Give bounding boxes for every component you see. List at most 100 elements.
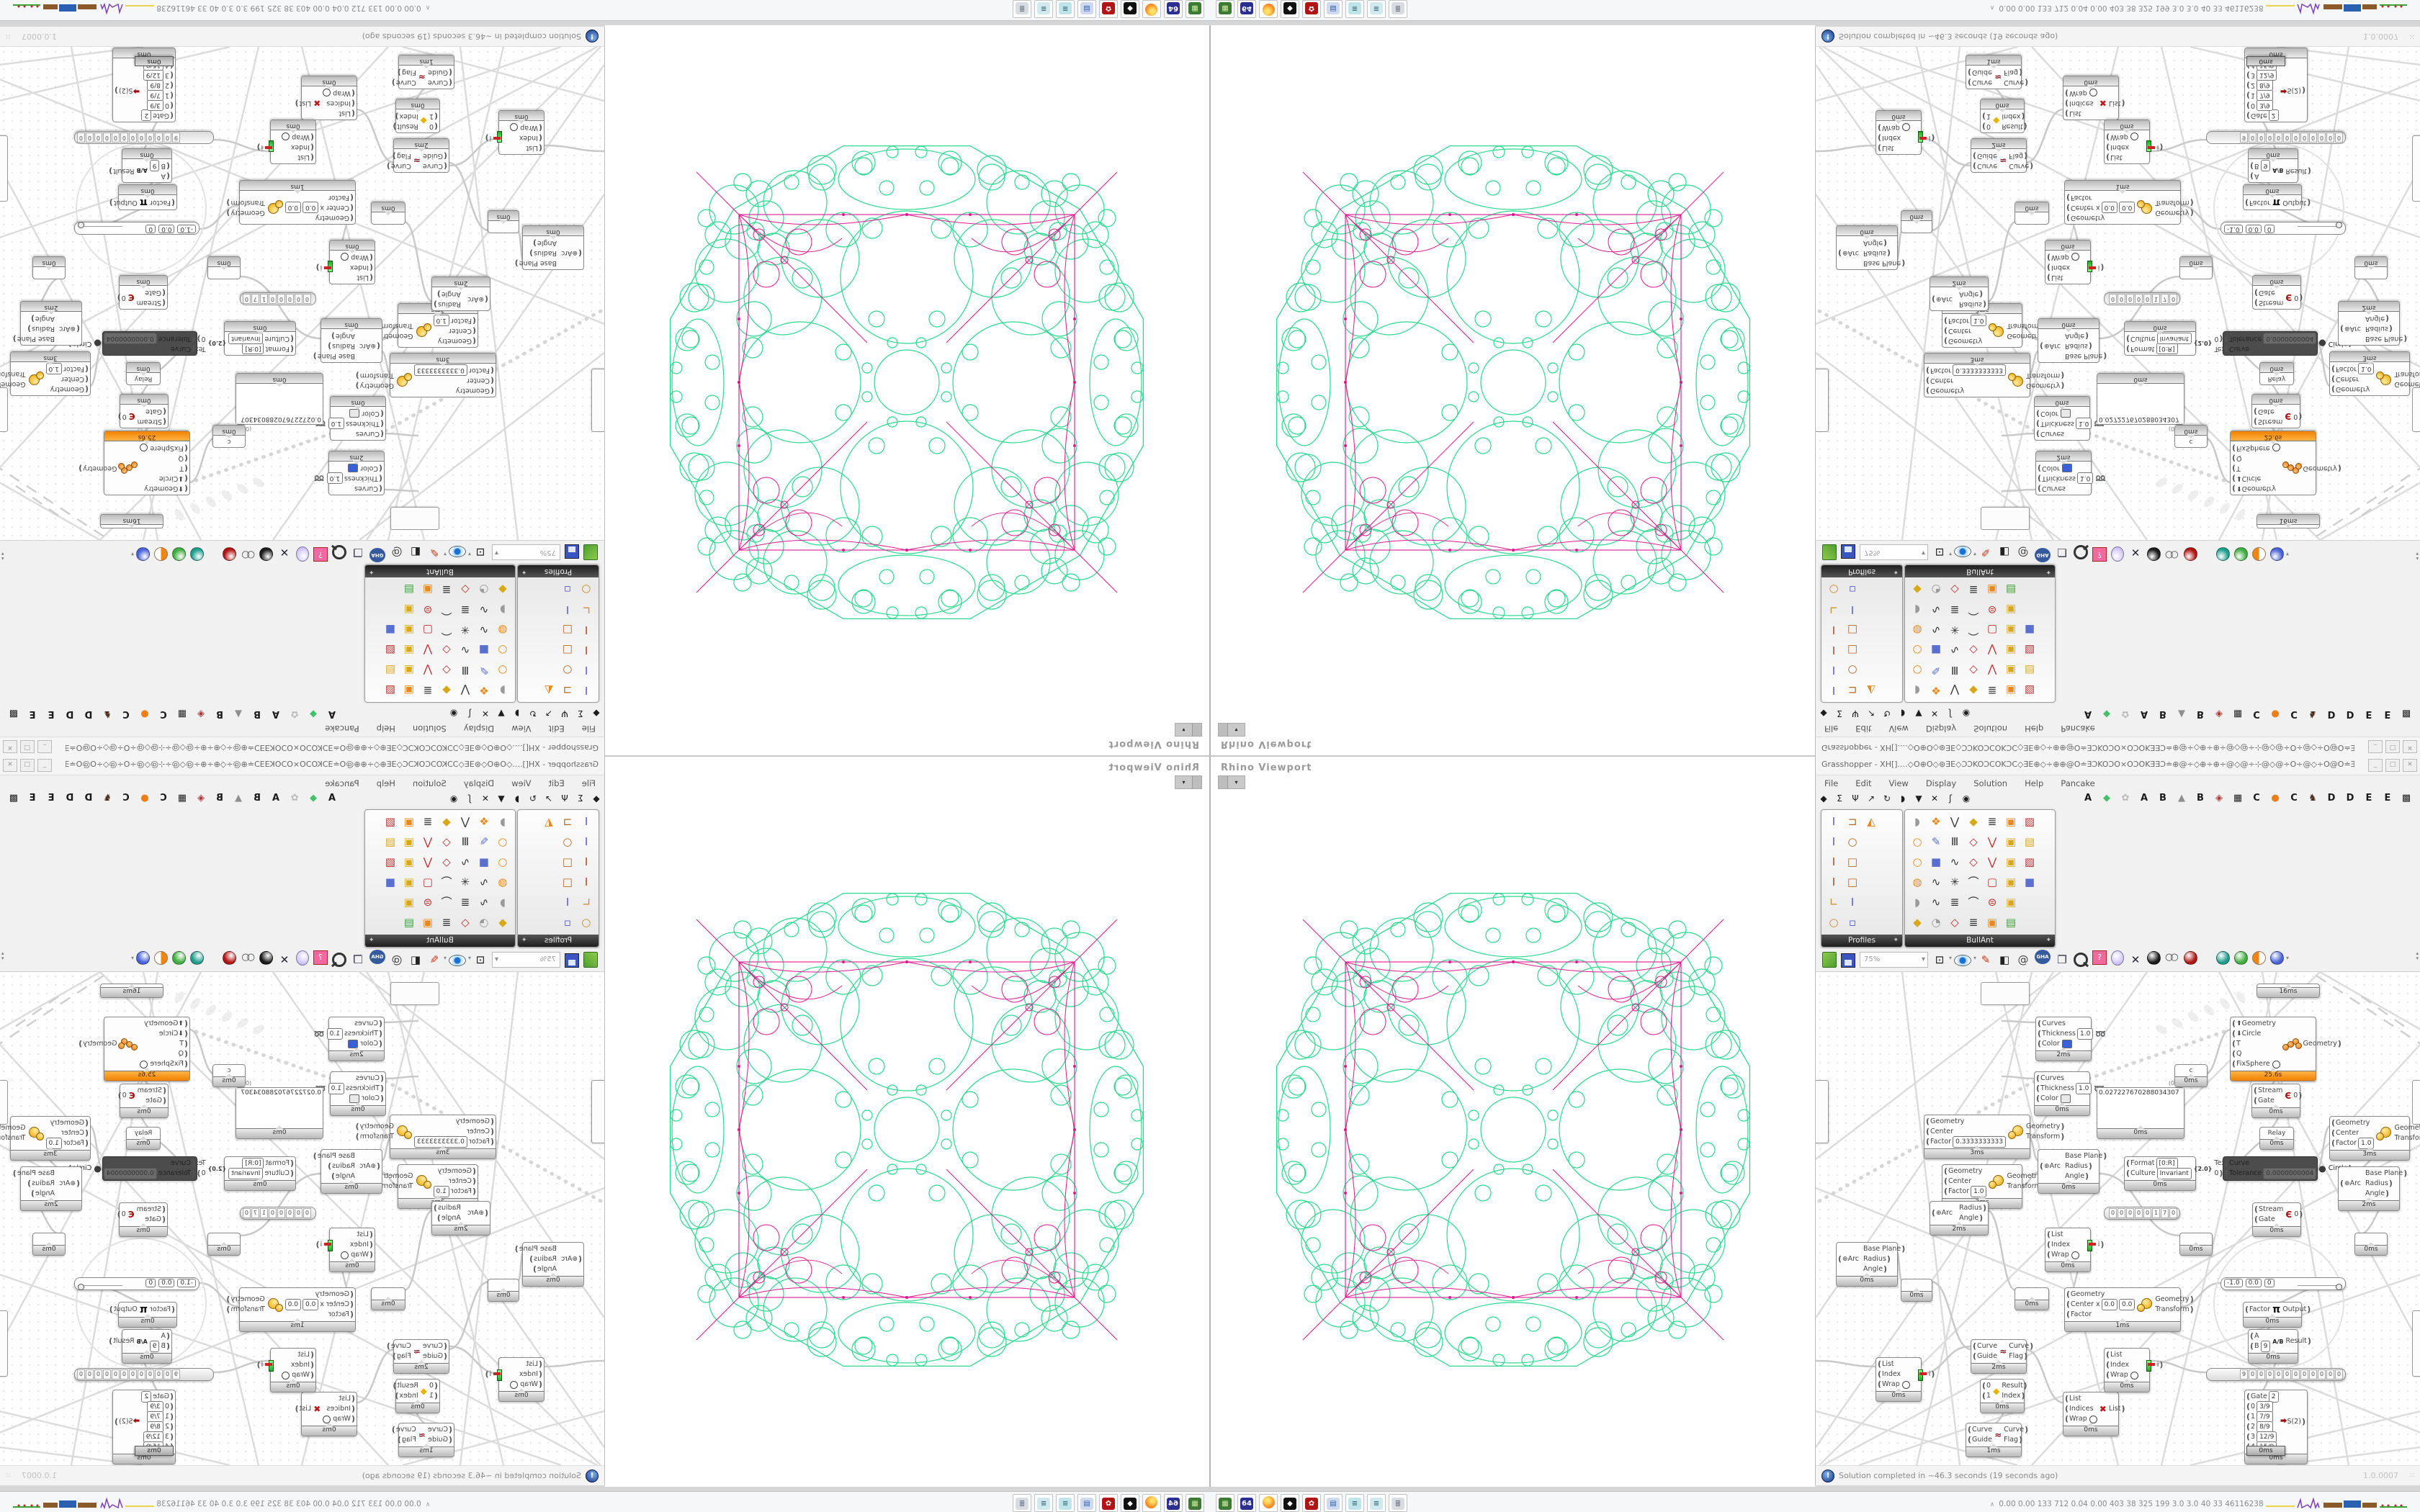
- blob-blue-icon[interactable]: [135, 951, 150, 965]
- menu-edit[interactable]: Edit: [548, 778, 565, 788]
- viewport-dropdown[interactable]: ▾: [1218, 775, 1245, 789]
- gh-node-domain-slider[interactable]: -1.0 0.0 0: [2220, 220, 2346, 235]
- screen-capture-icon[interactable]: ▦: [1186, 0, 1204, 18]
- red-app-icon[interactable]: ✿: [1302, 0, 1321, 18]
- gh-node-cut-node-right2[interactable]: [2412, 135, 2420, 202]
- gh-node-scale-3[interactable]: (Geometry(Center(Factor1.0Geometry)Trans…: [2329, 1116, 2420, 1161]
- toolbar-scroll-arrows[interactable]: ▴ ▾: [2416, 950, 2419, 961]
- tab-icon-12[interactable]: ♞: [2308, 708, 2317, 719]
- blob-red-icon[interactable]: [2184, 951, 2198, 965]
- gh-node-list-item-3[interactable]: (List(Index(Wrap i) 0ms: [2104, 1348, 2163, 1392]
- notepad2-icon[interactable]: ≡: [1367, 1494, 1386, 1512]
- menu-view[interactable]: View: [511, 778, 532, 788]
- color-swatch[interactable]: [2060, 409, 2071, 418]
- category-icon-2[interactable]: Ψ: [1852, 708, 1859, 719]
- tab-icon-2[interactable]: ✿: [2121, 708, 2130, 719]
- rings-icon[interactable]: ○○: [244, 952, 255, 963]
- tab-d-13[interactable]: D: [84, 708, 93, 719]
- gh-node-flip-curve-1[interactable]: (Curve(Guide ≈ Curve) Flag) 2ms: [1971, 138, 2033, 173]
- gh-titlebar[interactable]: Grasshopper - XH[]....◇O⊕O◇⊛ƎE◇ƆƆKOƆCOKƆ…: [0, 756, 604, 775]
- profiles-component-2-0[interactable]: Ⅰ: [584, 855, 588, 868]
- bullant-component-4-2[interactable]: ≣: [460, 603, 470, 616]
- menu-solution[interactable]: Solution: [412, 724, 447, 734]
- tab-icon-5[interactable]: ▲: [2178, 793, 2185, 804]
- bullant-component-2-0[interactable]: ○: [498, 644, 508, 657]
- help-box-icon[interactable]: ?: [2092, 547, 2107, 562]
- blob-red-icon[interactable]: [222, 951, 236, 965]
- category-icon-5[interactable]: ◗: [514, 708, 520, 719]
- gh-node-long-slider[interactable]: 900000000000: [74, 131, 214, 144]
- gh-node-list-item-1[interactable]: (List(Index(Wrap i) 0ms: [2045, 240, 2104, 284]
- palette-footer-profiles[interactable]: Profiles ✦: [1821, 565, 1902, 577]
- tab-e-16[interactable]: E: [29, 793, 36, 804]
- bullant-component-3-0[interactable]: ◍: [1912, 624, 1922, 636]
- category-icon-0[interactable]: ◆: [593, 793, 600, 804]
- menu-help[interactable]: Help: [376, 778, 395, 788]
- bullant-component-5-0[interactable]: ◆: [498, 583, 507, 596]
- tab-d-14[interactable]: D: [66, 708, 74, 719]
- menu-pancake[interactable]: Pancake: [325, 778, 359, 788]
- blob-red-icon[interactable]: [222, 547, 236, 561]
- rings-icon[interactable]: ○○: [2165, 952, 2179, 963]
- gh-node-list-item-3[interactable]: (List(Index(Wrap i) 0ms: [2104, 120, 2163, 164]
- category-icon-6[interactable]: ▼: [1915, 708, 1922, 719]
- profiles-component-1-0[interactable]: Ⅰ: [584, 835, 588, 848]
- gh-node-relay-c[interactable]: c 0ms: [2174, 1064, 2208, 1087]
- maximize-button[interactable]: □: [20, 740, 35, 753]
- bullant-component-3-5[interactable]: ▣: [403, 624, 415, 636]
- dropdown-arrow-icon[interactable]: ▾: [2286, 955, 2290, 961]
- bullant-component-0-0[interactable]: ◗: [1914, 815, 1920, 828]
- gh-node-fix-sphere[interactable]: (⬆ Geometry(⬇ Circle(T(Q(FixSphere Geometry…: [79, 431, 190, 495]
- close-button[interactable]: ✕: [2403, 759, 2417, 772]
- gh-node-list-item-3[interactable]: (List(Index(Wrap i) 0ms: [257, 120, 316, 164]
- profiles-component-4-1[interactable]: Ⅰ: [565, 896, 570, 909]
- palette-pin-icon[interactable]: ✦: [369, 937, 375, 944]
- tab-b-4[interactable]: B: [2159, 708, 2166, 719]
- bullant-component-2-4[interactable]: ⋁: [423, 855, 433, 868]
- profiles-component-1-1[interactable]: ○: [563, 664, 573, 677]
- firefox-icon[interactable]: [1142, 1494, 1161, 1512]
- slider-handle[interactable]: [78, 222, 84, 228]
- menu-file[interactable]: File: [581, 778, 596, 788]
- save-icon[interactable]: [1841, 544, 1855, 559]
- menu-pancake[interactable]: Pancake: [2061, 724, 2095, 734]
- tab-e-16[interactable]: E: [29, 708, 36, 719]
- gh-node-format-1[interactable]: (Format[0:R](CultureInvariant{2.0}Text)0…: [2124, 321, 2233, 356]
- blob-blue-icon[interactable]: [2270, 951, 2285, 965]
- gh-node-cap-16ms[interactable]: 16ms: [100, 514, 163, 528]
- menu-view[interactable]: View: [1888, 724, 1909, 734]
- gh-node-domain-slider[interactable]: -1.0 0.0 0: [2220, 1277, 2346, 1290]
- tab-d-14[interactable]: D: [2346, 708, 2354, 719]
- menu-display[interactable]: Display: [1925, 778, 1957, 788]
- bullant-component-1-2[interactable]: Ⅲ: [461, 664, 470, 677]
- profiles-component-0-1[interactable]: ⊐: [563, 815, 573, 828]
- bullant-component-2-0[interactable]: ○: [498, 855, 508, 868]
- gh-canvas[interactable]: (Curves(Thickness 1.0(Color ➿ 2ms (Curves(Th…: [0, 972, 604, 1465]
- tab-c-11[interactable]: C: [122, 793, 130, 804]
- bullant-component-3-3[interactable]: ⌒: [1968, 876, 1979, 888]
- gh-node-cut-node-top[interactable]: [390, 982, 439, 1005]
- bullant-component-2-2[interactable]: ∿: [460, 644, 470, 657]
- bullant-component-0-3[interactable]: ◆: [1969, 684, 1978, 697]
- zoom-combo[interactable]: 75%: [1860, 544, 1928, 560]
- screen-capture-icon[interactable]: ▦: [1216, 0, 1234, 18]
- search-icon[interactable]: [2074, 953, 2089, 967]
- bullant-component-0-6[interactable]: ▨: [2024, 815, 2035, 828]
- bullant-component-1-3[interactable]: ◇: [1969, 664, 1978, 677]
- dropdown-arrow-icon[interactable]: ▾: [467, 551, 471, 557]
- gh-node-flip-curve-1[interactable]: (Curve(Guide ≈ Curve) Flag) 2ms: [387, 138, 449, 173]
- bullant-component-4-4[interactable]: ⊜: [1987, 896, 1997, 909]
- tab-icon-17[interactable]: ▩: [9, 793, 19, 804]
- gh-node-flip-curve-1[interactable]: (Curve(Guide ≈ Curve) Flag) 2ms: [1971, 1339, 2033, 1374]
- save-icon[interactable]: [565, 544, 579, 559]
- gh-node-relay-c[interactable]: c 0ms: [212, 425, 246, 448]
- menu-solution[interactable]: Solution: [412, 778, 447, 788]
- gh-node-arc-4[interactable]: (⊕ Arc Radius) Angle) 2ms: [1930, 1201, 1989, 1236]
- gh-node-relay-3[interactable]: 0ms: [32, 256, 66, 279]
- category-icon-9[interactable]: ◉: [1962, 708, 1971, 719]
- sphere-black-icon[interactable]: [2147, 951, 2161, 965]
- profiles-component-5-1[interactable]: ▫: [563, 583, 572, 596]
